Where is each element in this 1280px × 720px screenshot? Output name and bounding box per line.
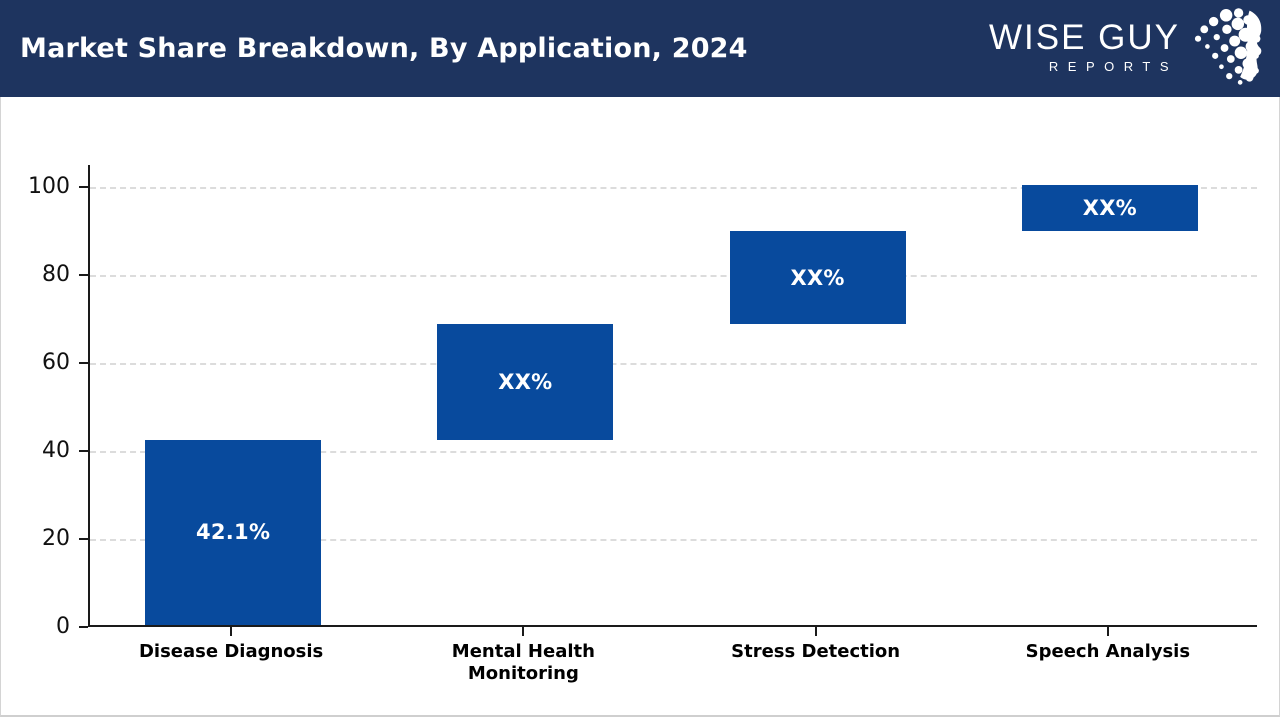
y-axis-tick-label: 100 (28, 174, 70, 199)
x-axis-tick-mark (230, 627, 233, 636)
bar-segment: 42.1% (145, 439, 322, 625)
brand-logo: WISE GUY REPORTS (989, 6, 1262, 92)
y-axis-tick-mark (79, 362, 88, 364)
y-axis-tick-label: 40 (42, 438, 70, 463)
bar-value-label: 42.1% (195, 520, 271, 545)
y-axis-tick-label: 0 (56, 614, 70, 639)
gridline-y-20 (90, 539, 1257, 541)
brand-dotted-head-icon (1194, 8, 1262, 85)
gridline-y-60 (90, 363, 1257, 365)
bar-value-label: XX% (790, 265, 845, 290)
brand-subtitle: REPORTS (1048, 58, 1178, 74)
chart-plot-area: 42.1% XX% XX% XX% (88, 165, 1257, 627)
bar-value-label: XX% (1082, 196, 1138, 221)
brand-name: WISE GUY (988, 18, 1180, 57)
header-bar: Market Share Breakdown, By Application, … (0, 0, 1280, 97)
y-axis-tick-mark (79, 450, 88, 452)
bar-segment: XX% (437, 324, 614, 440)
y-axis-tick-mark (79, 274, 88, 276)
gridline-y-80 (90, 275, 1257, 277)
x-axis-tick-mark (1106, 627, 1109, 636)
brand-logo-text: WISE GUY REPORTS (988, 18, 1180, 74)
x-axis-category-label: Disease Diagnosis (138, 641, 324, 662)
gridline-y-40 (90, 451, 1257, 453)
bar-segment: XX% (729, 231, 906, 325)
x-axis-category-label: Mental Health Monitoring (451, 641, 595, 684)
y-axis-tick-mark (79, 538, 88, 540)
y-axis-tick-mark (79, 186, 88, 188)
x-axis-category-label: Speech Analysis (1025, 641, 1191, 662)
x-axis-category-label: Stress Detection (731, 641, 901, 662)
bar-segment: XX% (1021, 185, 1198, 232)
y-axis-tick-label: 80 (42, 262, 70, 287)
chart-title: Market Share Breakdown, By Application, … (20, 33, 748, 64)
x-axis-tick-mark (522, 627, 525, 636)
y-axis-tick-mark (79, 626, 88, 628)
x-axis-tick-mark (814, 627, 817, 636)
y-axis-tick-label: 60 (42, 350, 70, 375)
y-axis-tick-label: 20 (42, 526, 70, 551)
bar-value-label: XX% (498, 369, 553, 394)
gridline-y-100 (90, 187, 1257, 189)
